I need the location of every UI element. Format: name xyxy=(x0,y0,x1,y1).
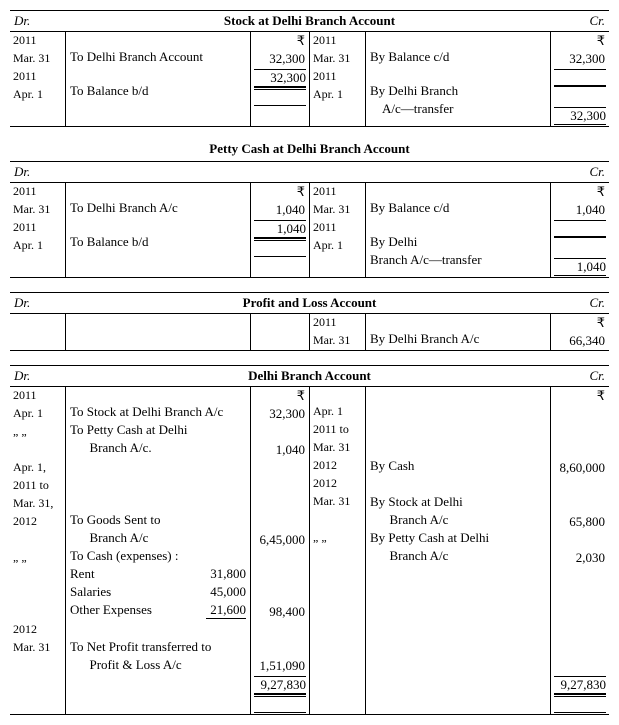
dr-label: Dr. xyxy=(10,11,73,31)
account-title: Delhi Branch Account xyxy=(73,366,546,386)
right-amount-col: ₹ 1,040 1,040 xyxy=(550,183,609,277)
dr-label: Dr. xyxy=(10,162,73,182)
right-particulars-col: By Cash By Stock at Delhi Branch A/c By … xyxy=(365,387,550,714)
right-particulars-col: By Delhi Branch A/c xyxy=(365,314,550,350)
left-date-col: 2011 Mar. 31 2011 Apr. 1 xyxy=(10,32,65,126)
right-amount-col: ₹ 8,60,000 65,800 2,030 9,27,830 xyxy=(550,387,609,714)
right-date-col: Apr. 1 2011 to Mar. 31 2012 2012 Mar. 31… xyxy=(309,387,365,714)
delhi-branch-account: Dr. Delhi Branch Account Cr. 2011 Apr. 1… xyxy=(10,365,609,715)
cr-label: Cr. xyxy=(546,293,609,313)
right-particulars-col: By Balance c/d By Delhi Branch A/c—trans… xyxy=(365,183,550,277)
left-particulars-col: To Delhi Branch Account To Balance b/d xyxy=(65,32,250,126)
right-amount-col: ₹ 32,300 32,300 xyxy=(550,32,609,126)
cr-label: Cr. xyxy=(546,366,609,386)
left-amount-col xyxy=(250,314,309,350)
petty-cash-delhi-branch-account: Dr. Cr. 2011 Mar. 31 2011 Apr. 1 To Delh… xyxy=(10,161,609,278)
expense-salaries: Salaries45,000 xyxy=(66,583,250,601)
left-date-col: 2011 Apr. 1 „ „ Apr. 1, 2011 to Mar. 31,… xyxy=(10,387,65,714)
left-particulars-col: To Stock at Delhi Branch A/c To Petty Ca… xyxy=(65,387,250,714)
left-particulars-col: To Delhi Branch A/c To Balance b/d xyxy=(65,183,250,277)
stock-delhi-branch-account: Dr. Stock at Delhi Branch Account Cr. 20… xyxy=(10,10,609,127)
left-total: 9,27,830 xyxy=(254,676,306,695)
expense-other: Other Expenses21,600 xyxy=(66,601,250,620)
right-amount-col: ₹ 66,340 xyxy=(550,314,609,350)
petty-cash-title-standalone: Petty Cash at Delhi Branch Account xyxy=(10,141,609,157)
left-date-col xyxy=(10,314,65,350)
left-amount-col: ₹ 32,300 1,040 6,45,000 98,400 1,51,090 … xyxy=(250,387,309,714)
right-date-col: 2011 Mar. 31 2011 Apr. 1 xyxy=(309,32,365,126)
right-date-col: 2011 Mar. 31 2011 Apr. 1 xyxy=(309,183,365,277)
right-total: 9,27,830 xyxy=(554,676,606,695)
cr-label: Cr. xyxy=(546,11,609,31)
account-title: Profit and Loss Account xyxy=(73,293,546,313)
left-amount-col: ₹ 32,300 32,300 xyxy=(250,32,309,126)
left-date-col: 2011 Mar. 31 2011 Apr. 1 xyxy=(10,183,65,277)
cr-label: Cr. xyxy=(546,162,609,182)
dr-label: Dr. xyxy=(10,366,73,386)
right-particulars-col: By Balance c/d By Delhi Branch A/c—trans… xyxy=(365,32,550,126)
right-date-col: 2011 Mar. 31 xyxy=(309,314,365,350)
account-title-spacer xyxy=(73,162,546,182)
expense-rent: Rent31,800 xyxy=(66,565,250,583)
profit-loss-account: Dr. Profit and Loss Account Cr. 2011 Mar… xyxy=(10,292,609,351)
left-particulars-col xyxy=(65,314,250,350)
account-title: Stock at Delhi Branch Account xyxy=(73,11,546,31)
dr-label: Dr. xyxy=(10,293,73,313)
left-amount-col: ₹ 1,040 1,040 xyxy=(250,183,309,277)
